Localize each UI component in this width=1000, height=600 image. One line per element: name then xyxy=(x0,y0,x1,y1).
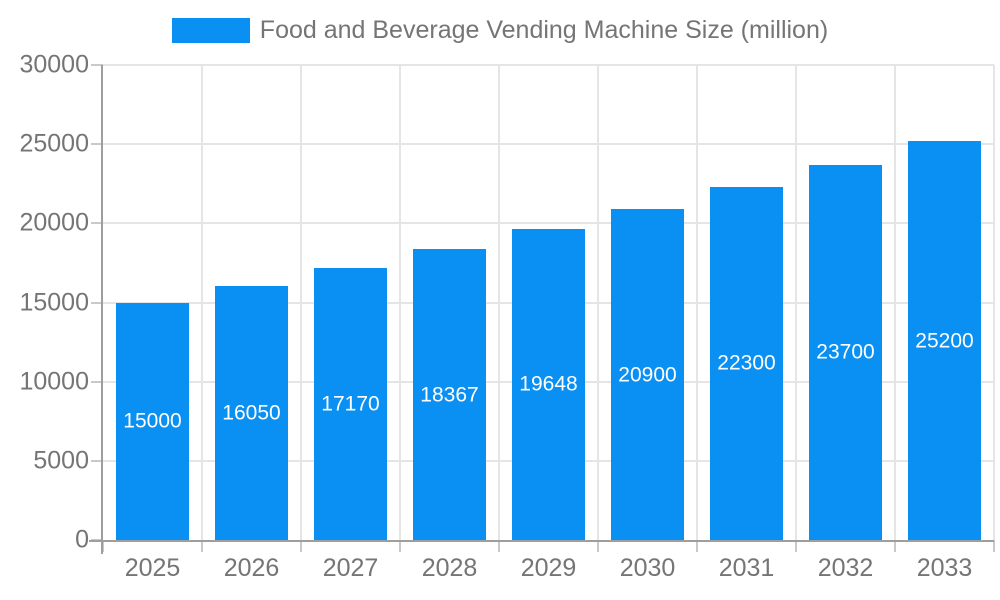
bar-value-label: 20900 xyxy=(618,363,677,387)
bar-value-label: 19648 xyxy=(519,372,578,396)
bar-value-label: 22300 xyxy=(717,351,776,375)
y-axis-tick xyxy=(91,143,103,146)
v-gridline xyxy=(696,65,698,540)
x-axis-line xyxy=(89,540,994,542)
bar-2025 xyxy=(115,302,190,540)
bar-2028 xyxy=(412,249,487,540)
x-axis-tick-label: 2029 xyxy=(520,554,577,582)
y-axis-tick xyxy=(91,222,103,225)
y-axis-tick-label: 20000 xyxy=(19,208,89,237)
x-axis-tick xyxy=(993,540,995,552)
bar-value-label: 25200 xyxy=(915,329,974,352)
x-axis-tick xyxy=(498,540,500,552)
v-gridline xyxy=(399,65,401,540)
legend-label: Food and Beverage Vending Machine Size (… xyxy=(259,16,829,44)
v-gridline xyxy=(300,65,302,540)
v-gridline xyxy=(597,65,599,540)
h-gridline xyxy=(103,143,994,146)
x-axis-tick-label: 2025 xyxy=(124,554,181,582)
x-axis-tick xyxy=(597,540,599,552)
x-axis-tick xyxy=(300,540,302,552)
bar-value-label: 17170 xyxy=(321,392,380,416)
y-axis-line xyxy=(101,65,103,554)
x-axis-tick xyxy=(102,540,104,552)
bar-2031 xyxy=(709,186,784,540)
y-axis-tick-label: 15000 xyxy=(19,288,89,316)
y-axis-tick-label: 30000 xyxy=(19,50,89,79)
v-gridline xyxy=(894,65,896,540)
x-axis-tick-label: 2026 xyxy=(223,554,280,582)
bar-value-label: 18367 xyxy=(420,383,479,407)
x-axis-tick-label: 2032 xyxy=(817,554,874,582)
plot-area: 15000 2025 16050 2026 17170 2027 18367 2028 1964… xyxy=(89,64,995,581)
y-axis-labels: 0 5000 10000 15000 20000 25000 30000 xyxy=(0,52,89,552)
bar-2033 xyxy=(907,141,982,540)
h-gridline xyxy=(103,64,994,66)
v-gridline xyxy=(498,65,500,540)
h-gridline xyxy=(103,222,994,225)
bar-value-label: 16050 xyxy=(222,401,281,425)
x-axis-tick xyxy=(894,540,896,552)
x-axis-tick-label: 2027 xyxy=(322,554,379,582)
y-axis-tick xyxy=(91,380,103,383)
y-axis-tick-label: 0 xyxy=(75,525,89,554)
y-axis-tick-label: 10000 xyxy=(19,367,89,396)
y-axis-tick xyxy=(91,459,103,462)
x-axis-tick xyxy=(201,540,203,552)
bar-2030 xyxy=(610,209,685,540)
bar-2029 xyxy=(511,228,586,540)
bar-2032 xyxy=(808,164,883,540)
y-axis-tick-label: 25000 xyxy=(19,129,89,158)
bar-2026 xyxy=(214,285,289,540)
x-axis-tick-label: 2031 xyxy=(718,554,775,582)
x-axis-tick xyxy=(399,540,401,552)
v-gridline xyxy=(993,65,995,540)
bar-value-label: 15000 xyxy=(123,409,182,433)
v-gridline xyxy=(201,65,203,540)
y-axis-tick xyxy=(91,64,103,66)
bar-value-label: 23700 xyxy=(816,340,875,364)
bar-2027 xyxy=(313,268,388,540)
y-axis-tick xyxy=(91,301,103,304)
legend-item[interactable]: Food and Beverage Vending Machine Size (… xyxy=(0,16,1000,45)
y-axis-tick-label: 5000 xyxy=(33,446,89,475)
v-gridline xyxy=(795,65,797,540)
x-axis-tick-label: 2033 xyxy=(916,554,973,582)
x-axis-tick xyxy=(795,540,797,552)
x-axis-tick xyxy=(696,540,698,552)
x-axis-tick-label: 2030 xyxy=(619,554,676,582)
legend-swatch xyxy=(171,18,250,43)
x-axis-tick-label: 2028 xyxy=(421,554,478,582)
